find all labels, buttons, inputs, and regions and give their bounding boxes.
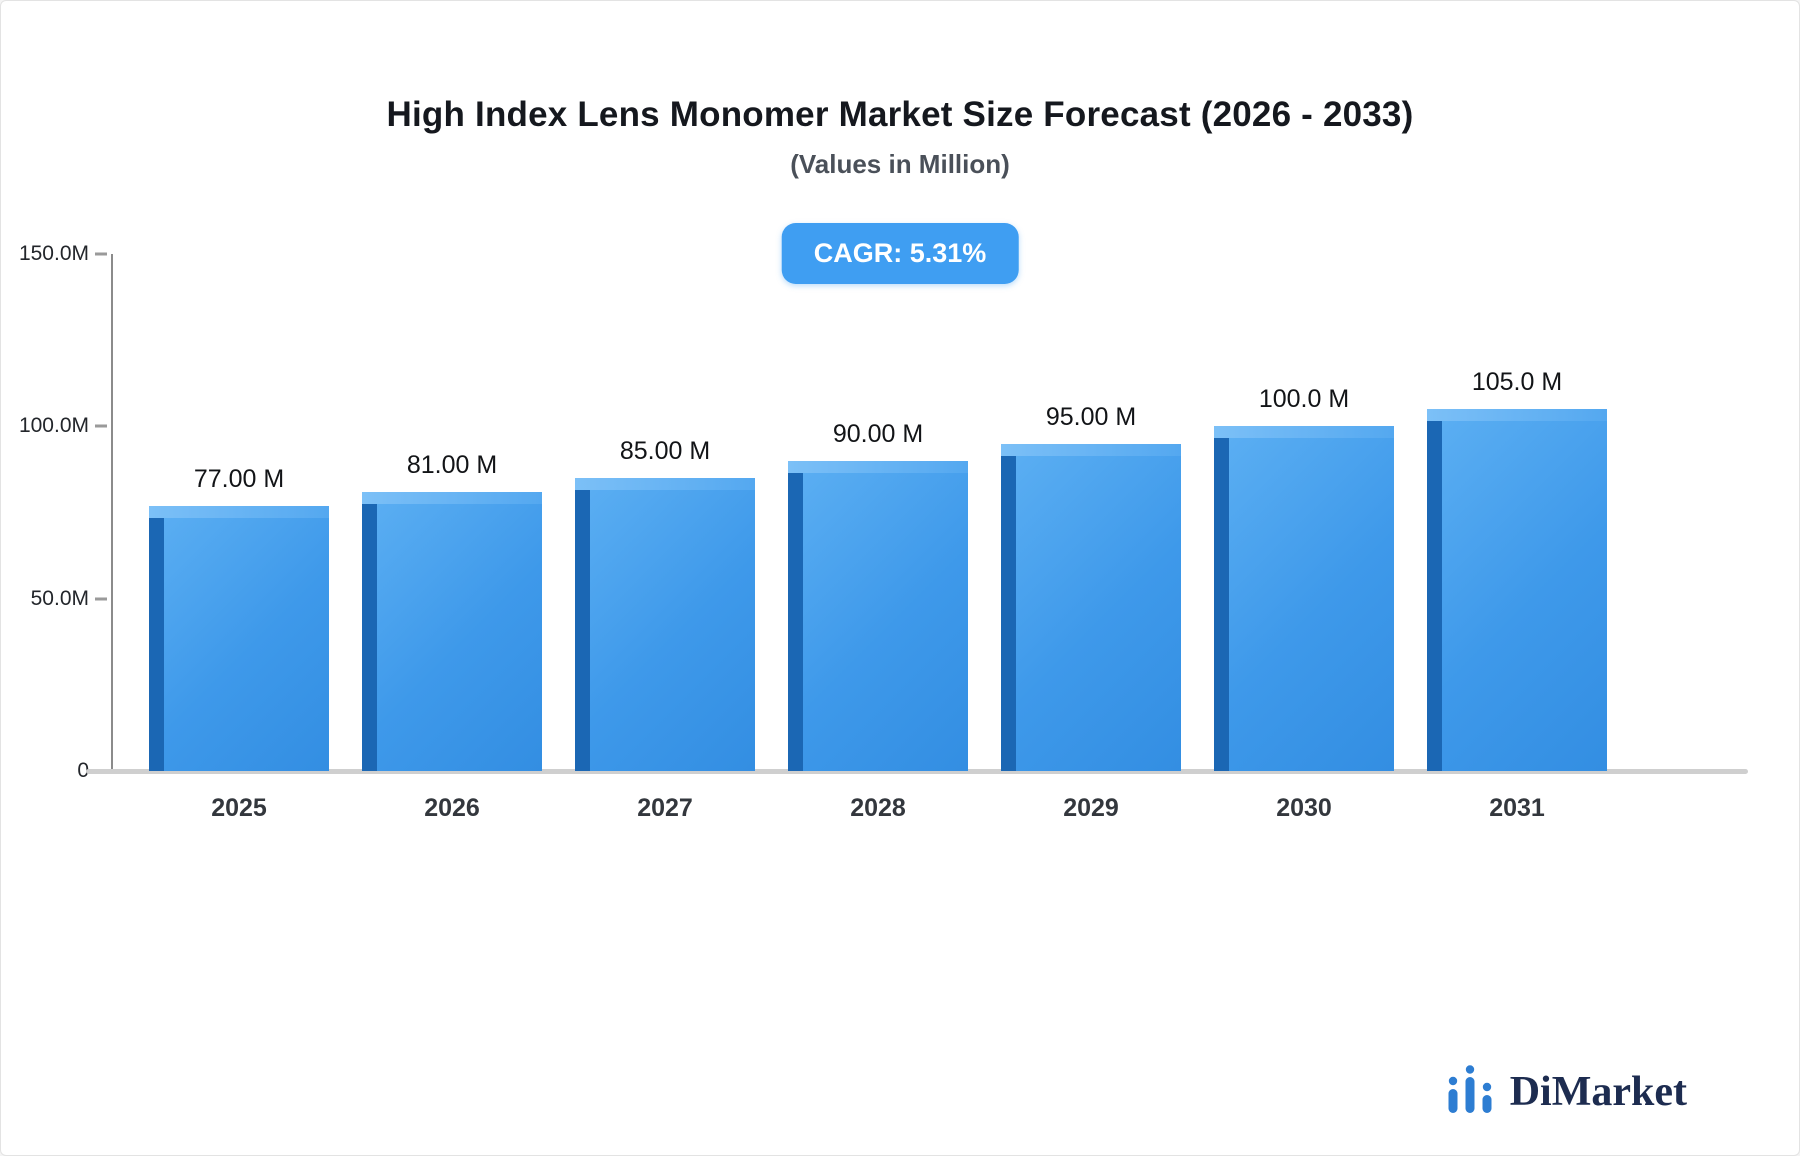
- x-axis-label: 2025: [211, 794, 267, 822]
- bar-3d-edge: [1427, 421, 1442, 771]
- bar: [1214, 426, 1394, 771]
- x-axis-label: 2029: [1063, 794, 1119, 822]
- bar-top-bevel: [1214, 426, 1394, 439]
- bar-3d-edge: [788, 472, 803, 771]
- bar-3d-edge: [575, 490, 590, 771]
- y-axis-line: [111, 254, 113, 771]
- bar-group: 90.00 M 2028: [788, 254, 968, 822]
- bar: [1427, 409, 1607, 771]
- x-axis-baseline: [86, 769, 1748, 774]
- bar: [1001, 443, 1181, 771]
- bar-value-label: 81.00 M: [406, 450, 498, 479]
- bar-3d-edge: [362, 503, 377, 771]
- chart-subtitle: (Values in Million): [790, 149, 1010, 179]
- bar-top-bevel: [362, 491, 542, 504]
- bar-top-bevel: [1001, 443, 1181, 456]
- y-tick-label: 0: [77, 759, 89, 782]
- bar-top-bevel: [788, 460, 968, 473]
- bar-value-label: 77.00 M: [193, 464, 285, 493]
- bar: [362, 491, 542, 771]
- bars-container: 77.00 M 2025 81.00 M 2026 85.00 M 2027 90.00 M…: [113, 254, 1643, 822]
- chart-title: High Index Lens Monomer Market Size Fore…: [386, 95, 1414, 134]
- y-tick-mark: [95, 424, 107, 428]
- bar-top-bevel: [575, 478, 755, 491]
- y-tick-label: 150.0M: [18, 242, 89, 265]
- bar-group: 105.0 M 2031: [1427, 254, 1607, 822]
- bar-value-label: 85.00 M: [619, 437, 711, 466]
- bar-group: 77.00 M 2025: [149, 254, 329, 822]
- x-axis-label: 2026: [424, 794, 480, 822]
- bar-top-bevel: [1427, 409, 1607, 422]
- y-axis-labels: 150.0M 100.0M 50.0M 0: [1, 242, 93, 782]
- bar-3d-edge: [1214, 438, 1229, 771]
- x-axis-label: 2031: [1489, 794, 1545, 822]
- bar-group: 81.00 M 2026: [362, 254, 542, 822]
- bar-value-label: 90.00 M: [832, 419, 924, 448]
- x-axis-label: 2028: [850, 794, 906, 822]
- dimarket-logo-icon: [1444, 1065, 1496, 1113]
- y-tick-label: 50.0M: [30, 586, 89, 610]
- bar: [788, 460, 968, 771]
- bar-group: 100.0 M 2030: [1214, 254, 1394, 822]
- cagr-badge: CAGR: 5.31%: [781, 223, 1019, 284]
- y-tick-label: 100.0M: [18, 414, 89, 438]
- x-axis-label: 2030: [1276, 794, 1332, 822]
- bar-3d-edge: [1001, 455, 1016, 771]
- bar-group: 95.00 M 2029: [1001, 254, 1181, 822]
- bar: [575, 478, 755, 771]
- brand-logo: DiMarket: [1444, 1065, 1687, 1113]
- brand-name: DiMarket: [1509, 1069, 1687, 1115]
- x-axis-label: 2027: [637, 794, 693, 822]
- bar-group: 85.00 M 2027: [575, 254, 755, 822]
- bar-value-label: 100.0 M: [1258, 385, 1350, 414]
- bar: [149, 505, 329, 771]
- bar-3d-edge: [149, 517, 164, 771]
- bar-value-label: 95.00 M: [1045, 402, 1137, 431]
- bar-top-bevel: [149, 505, 329, 518]
- y-tick-mark: [95, 597, 107, 601]
- bar-value-label: 105.0 M: [1471, 368, 1563, 397]
- y-tick-mark: [95, 252, 107, 256]
